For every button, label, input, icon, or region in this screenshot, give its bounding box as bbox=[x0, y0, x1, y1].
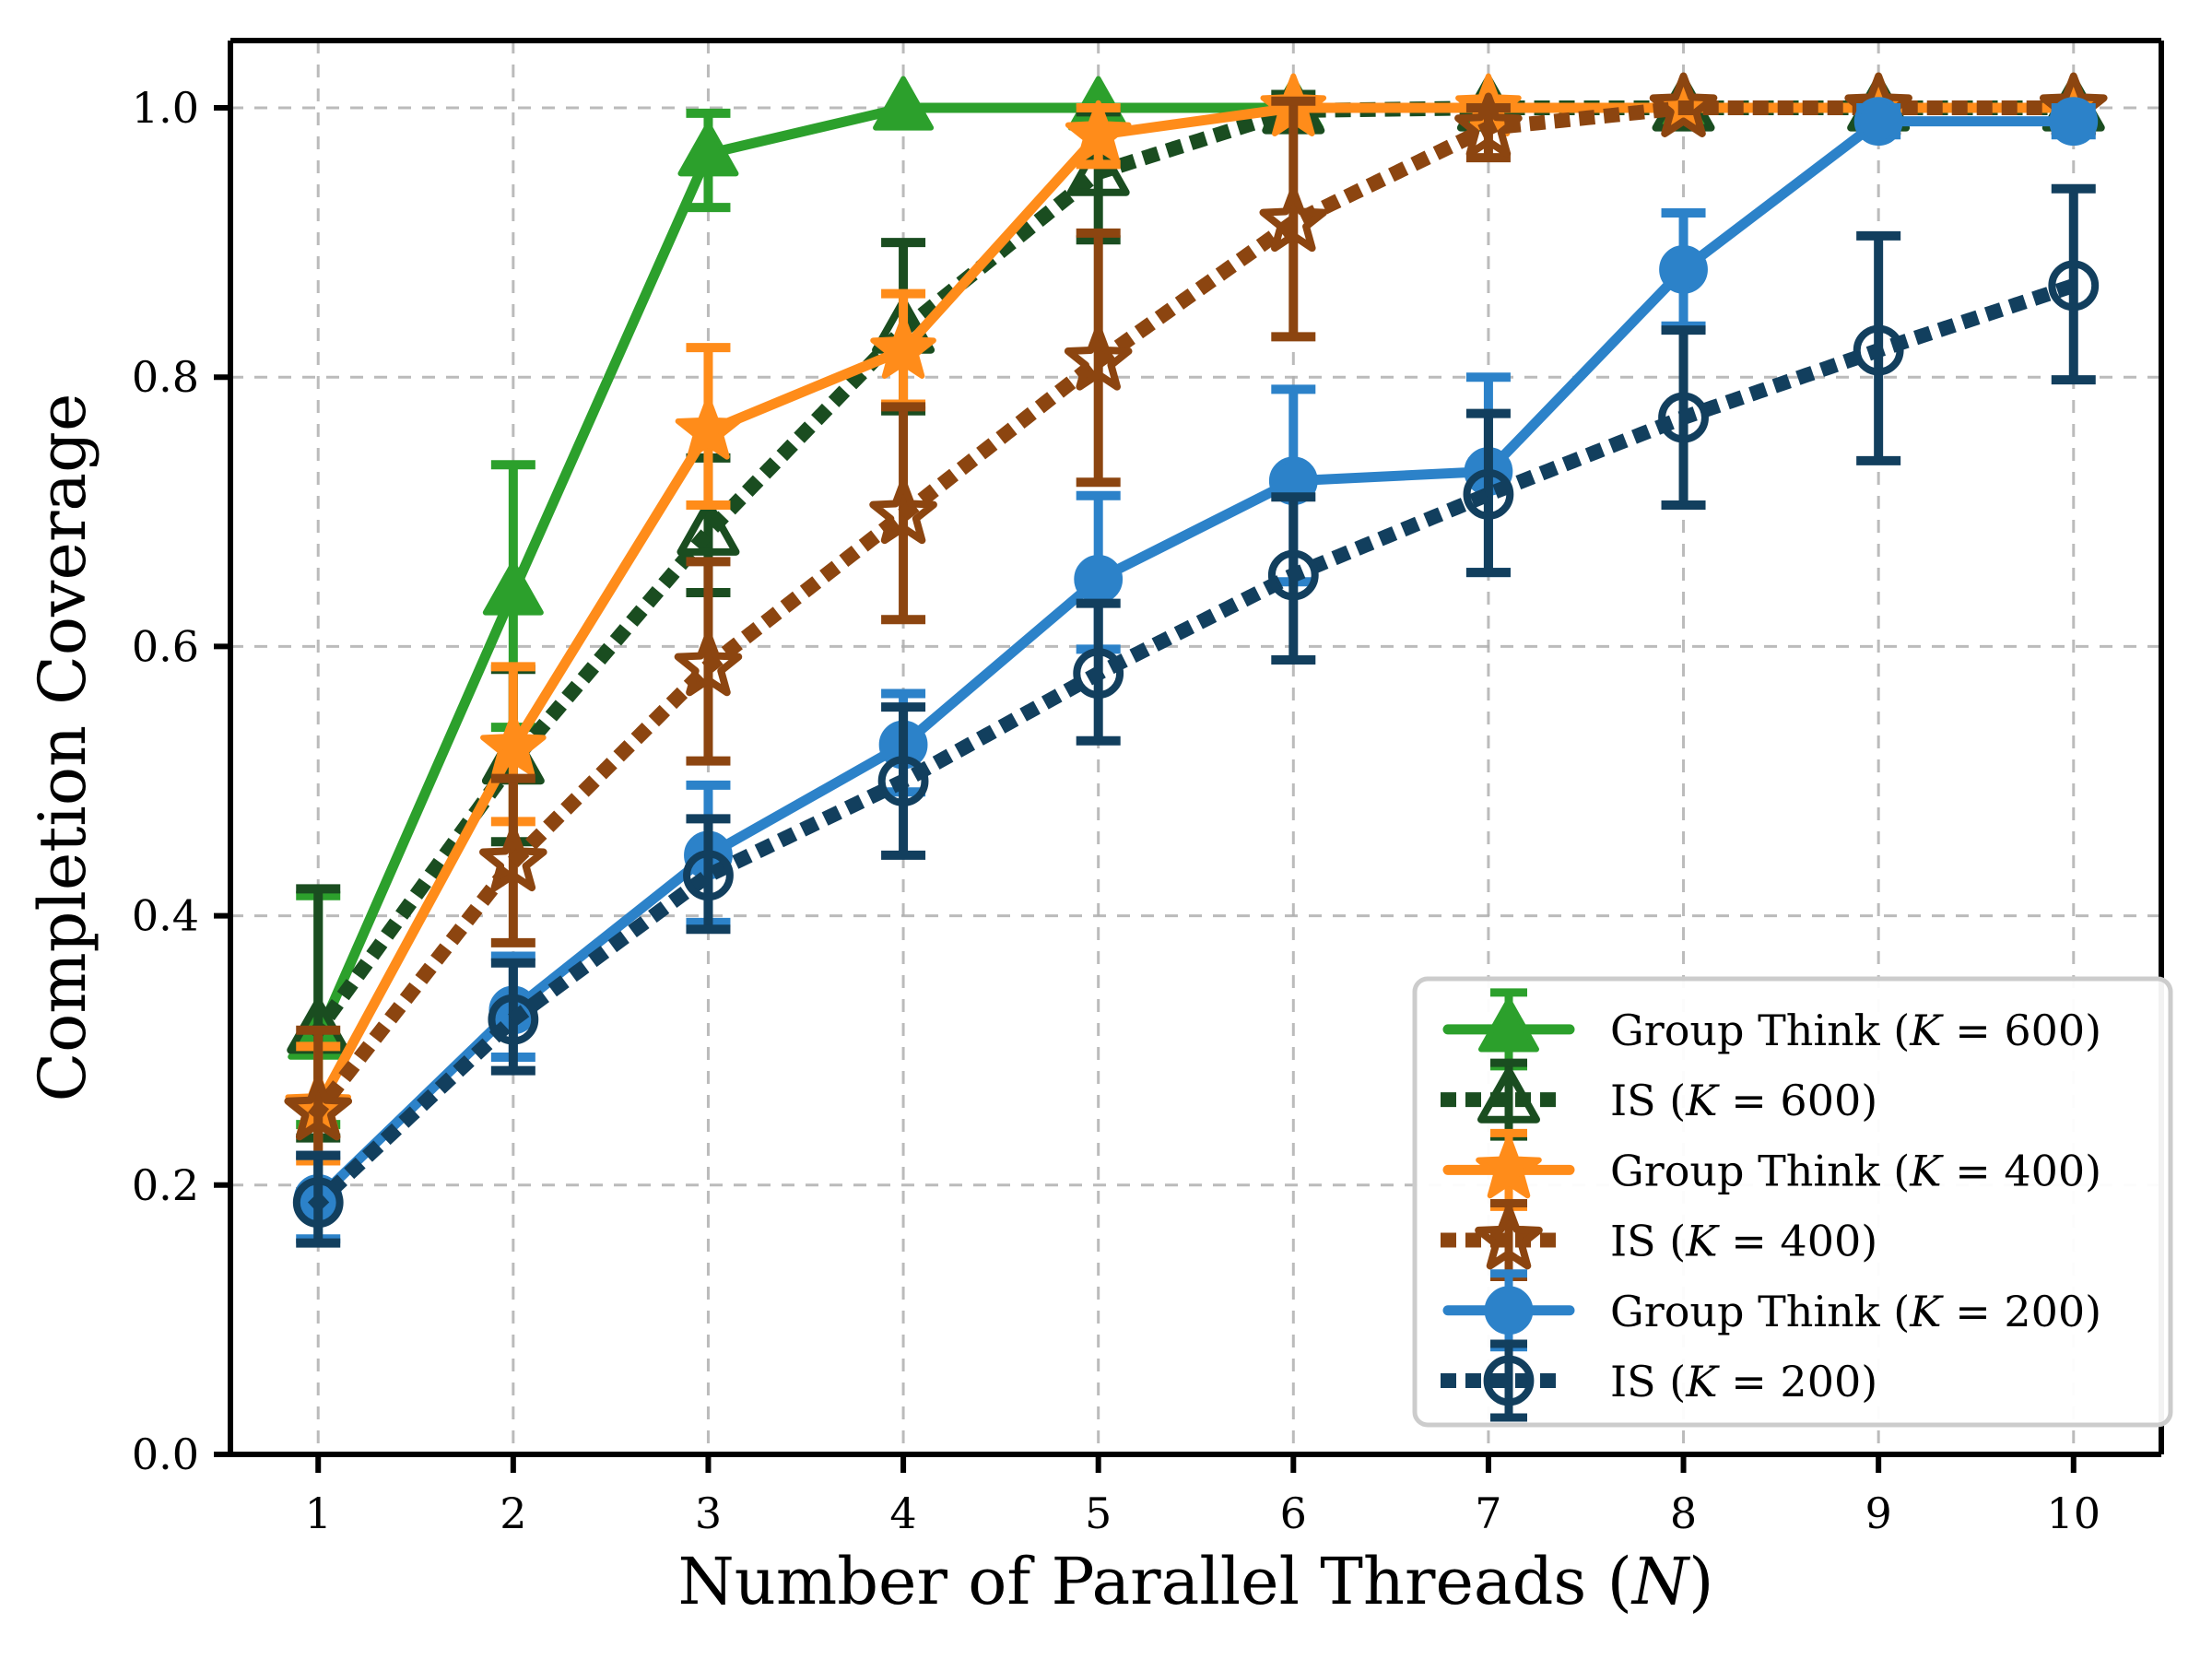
axis-ticks: 0.0 0.2 0.4 0.6 0.8 1.0 1 2 3 4 5 6 7 8 9 10 bbox=[132, 83, 2100, 1538]
marker-star bbox=[1475, 1205, 1543, 1270]
marker-circle bbox=[877, 756, 929, 806]
legend-label: Group Think (K = 600) bbox=[1610, 1006, 2101, 1055]
x-tick-label: 5 bbox=[1085, 1488, 1112, 1538]
legend-label: Group Think (K = 200) bbox=[1610, 1287, 2101, 1336]
y-tick-label: 0.6 bbox=[132, 621, 199, 671]
marker-circle bbox=[2049, 97, 2099, 147]
legend-label: Group Think (K = 400) bbox=[1610, 1146, 2101, 1195]
series-line bbox=[307, 100, 2081, 1122]
marker-star bbox=[1476, 1135, 1542, 1199]
marker-star bbox=[674, 630, 743, 697]
marker-star bbox=[284, 1075, 353, 1141]
marker-circle bbox=[1484, 1286, 1534, 1335]
marker-star bbox=[1259, 186, 1328, 253]
marker-star bbox=[1064, 325, 1133, 391]
x-axis-title: Number of Parallel Threads (N) bbox=[678, 1544, 1714, 1619]
legend-box bbox=[1412, 976, 2173, 1428]
marker-circle bbox=[1073, 648, 1124, 700]
legend-item[interactable]: IS (K = 200) bbox=[1441, 1339, 1877, 1422]
marker-circle bbox=[683, 850, 734, 901]
marker-circle bbox=[1658, 392, 1709, 443]
marker-star bbox=[1065, 100, 1132, 164]
marker-triangle bbox=[873, 76, 935, 131]
marker-star bbox=[870, 315, 936, 379]
series-markers bbox=[292, 260, 2100, 1229]
series-line bbox=[307, 276, 2083, 1214]
x-tick-label: 2 bbox=[500, 1488, 526, 1538]
marker-triangle bbox=[677, 122, 739, 177]
series-line bbox=[308, 100, 2081, 1041]
marker-star bbox=[675, 396, 742, 460]
marker-circle bbox=[1483, 1355, 1535, 1406]
marker-triangle bbox=[1478, 997, 1539, 1053]
x-tick-label: 10 bbox=[2046, 1488, 2100, 1538]
marker-circle bbox=[1267, 549, 1319, 601]
legend-label: IS (K = 600) bbox=[1610, 1076, 1877, 1125]
x-tick-label: 6 bbox=[1280, 1488, 1307, 1538]
x-tick-label: 4 bbox=[889, 1488, 916, 1538]
marker-star bbox=[479, 826, 547, 892]
marker-circle bbox=[292, 1177, 344, 1229]
marker-circle bbox=[1853, 324, 1904, 376]
axes-spines bbox=[228, 38, 2164, 1457]
legend-label-symbol: K bbox=[1685, 1076, 1720, 1125]
y-tick-label: 0.8 bbox=[132, 352, 199, 402]
x-tick-label: 7 bbox=[1475, 1488, 1501, 1538]
legend-label-symbol: K bbox=[1909, 1146, 1944, 1195]
legend-label: IS (K = 400) bbox=[1610, 1217, 1877, 1266]
marker-circle bbox=[1659, 244, 1708, 294]
error-bars bbox=[296, 183, 2096, 1248]
marker-star bbox=[1649, 72, 1718, 137]
marker-circle bbox=[488, 994, 539, 1045]
legend-label: IS (K = 200) bbox=[1610, 1357, 1877, 1406]
x-tick-label: 3 bbox=[695, 1488, 722, 1538]
marker-star bbox=[1454, 92, 1523, 158]
legend: Group Think (K = 600) IS (K = 600) Group T… bbox=[1412, 976, 2173, 1428]
marker-triangle bbox=[677, 499, 740, 556]
series-line bbox=[312, 116, 2079, 1204]
x-tick-label: 8 bbox=[1670, 1488, 1697, 1538]
y-tick-label: 0.2 bbox=[132, 1160, 199, 1210]
marker-circle bbox=[1074, 554, 1124, 604]
marker-circle bbox=[1463, 468, 1514, 520]
x-tick-label: 1 bbox=[305, 1488, 332, 1538]
x-tick-label: 9 bbox=[1865, 1488, 1892, 1538]
legend-label-symbol: K bbox=[1685, 1357, 1720, 1406]
y-tick-label: 0.0 bbox=[132, 1430, 199, 1479]
marker-triangle bbox=[1477, 1066, 1540, 1124]
legend-label-symbol: K bbox=[1685, 1217, 1720, 1266]
y-tick-label: 1.0 bbox=[132, 83, 199, 133]
marker-star bbox=[869, 478, 937, 545]
y-tick-label: 0.4 bbox=[132, 891, 199, 941]
marker-star bbox=[480, 712, 547, 776]
legend-item[interactable]: IS (K = 600) bbox=[1441, 1058, 1877, 1141]
marker-triangle bbox=[482, 560, 544, 616]
marker-circle bbox=[1853, 97, 1903, 147]
series-5 bbox=[292, 183, 2100, 1248]
legend-item[interactable]: Group Think (K = 200) bbox=[1442, 1269, 2101, 1352]
y-axis-title: Completion Coverage bbox=[25, 394, 100, 1102]
x-axis-title-symbol: N bbox=[1630, 1544, 1691, 1619]
marker-circle bbox=[2048, 260, 2100, 312]
legend-label-symbol: K bbox=[1909, 1287, 1944, 1336]
legend-item[interactable]: IS (K = 400) bbox=[1441, 1199, 1877, 1282]
legend-label-symbol: K bbox=[1909, 1006, 1944, 1055]
